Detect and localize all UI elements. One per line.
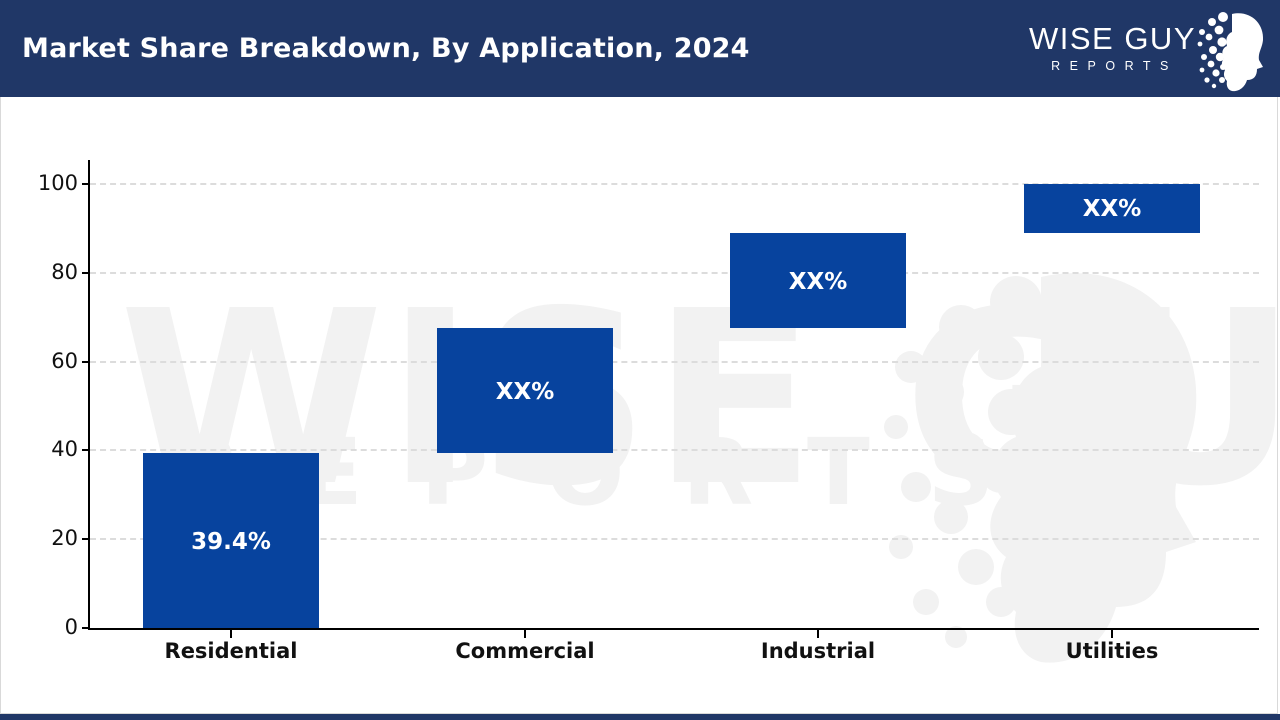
bar-value-label: 39.4% xyxy=(191,528,271,555)
gridline-40 xyxy=(90,449,1259,452)
page-title: Market Share Breakdown, By Application, … xyxy=(22,33,750,64)
x-tick-mark xyxy=(524,630,526,638)
footer-bar xyxy=(0,714,1280,720)
bar-commercial xyxy=(437,328,613,454)
y-tick-mark xyxy=(82,271,90,274)
y-axis-line xyxy=(88,160,90,630)
y-tick-label: 80 xyxy=(51,259,78,284)
category-label: Residential xyxy=(164,639,298,663)
gridline-100 xyxy=(90,183,1259,185)
x-axis-line xyxy=(88,628,1259,630)
bar-value-label: XX% xyxy=(788,268,848,295)
bar-residential xyxy=(143,453,319,628)
brand-logo: WISE GUY REPORTS xyxy=(1018,6,1268,92)
bar-value-label: XX% xyxy=(1082,196,1142,223)
y-tick-mark xyxy=(82,360,90,363)
x-tick-mark xyxy=(817,630,819,638)
brand-logo-text: WISE GUY REPORTS xyxy=(1028,21,1196,74)
y-tick-label: 0 xyxy=(64,615,78,639)
category-label: Commercial xyxy=(455,639,595,663)
y-tick-label: 20 xyxy=(51,526,78,551)
y-tick-label: 100 xyxy=(37,171,78,195)
dotted-head-icon xyxy=(1197,12,1264,92)
gridline-80 xyxy=(90,271,1259,274)
y-tick-label: 60 xyxy=(51,348,78,373)
y-tick-label: 40 xyxy=(51,437,78,462)
category-label: Industrial xyxy=(760,639,876,663)
bar-value-label: XX% xyxy=(495,378,555,405)
y-tick-mark xyxy=(82,627,90,629)
y-tick-mark xyxy=(82,183,90,185)
y-tick-mark xyxy=(82,449,90,452)
gridline-60 xyxy=(90,360,1259,363)
x-tick-mark xyxy=(230,630,232,638)
header-bar: Market Share Breakdown, By Application, … xyxy=(0,0,1280,97)
bar-utilities xyxy=(1024,184,1200,233)
bar-industrial xyxy=(730,232,906,329)
x-tick-mark xyxy=(1111,630,1113,638)
chart-area: WISE GUY REPORTS 02040608010039.4%Reside… xyxy=(0,97,1278,714)
gridline-20 xyxy=(90,538,1259,541)
brand-wordmark: WISE GUY xyxy=(1028,21,1196,56)
watermark-head-dots-icon xyxy=(884,273,1197,663)
category-label: Utilities xyxy=(1065,639,1159,663)
brand-subtext: REPORTS xyxy=(1051,59,1178,73)
y-tick-mark xyxy=(82,538,90,541)
